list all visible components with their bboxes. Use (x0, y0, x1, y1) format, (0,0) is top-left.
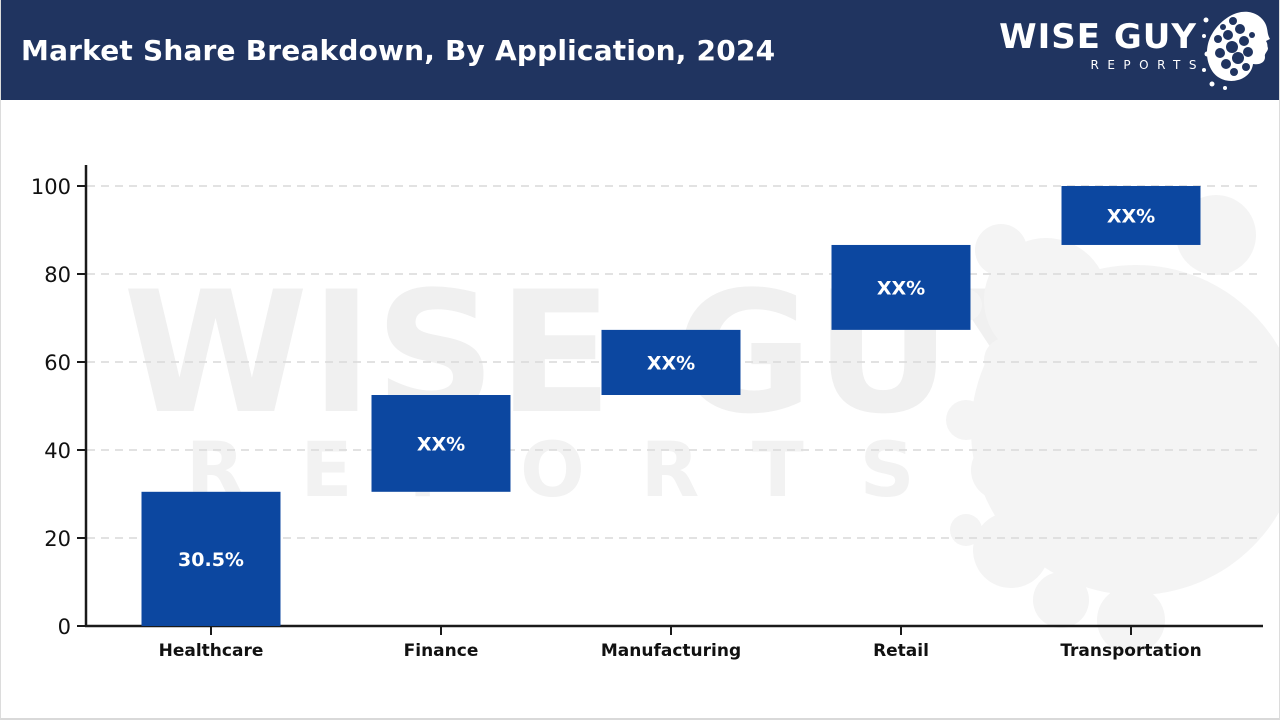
header-bar: Market Share Breakdown, By Application, … (1, 0, 1279, 100)
bar-label-healthcare: 30.5% (178, 549, 244, 571)
bar-label-finance: XX% (417, 433, 465, 455)
y-axis-label-40: 40 (44, 439, 71, 463)
bar-label-transportation: XX% (1107, 205, 1155, 227)
x-axis-label-transportation: Transportation (1060, 641, 1201, 661)
bar-manufacturing (601, 329, 741, 395)
bar-retail (831, 244, 971, 330)
bar-label-retail: XX% (877, 277, 925, 299)
y-axis-label-0: 0 (58, 615, 71, 639)
bar-finance (371, 395, 511, 492)
bar-healthcare (141, 491, 281, 626)
y-axis-label-20: 20 (44, 527, 71, 551)
brand-logo-text: WISE GUY (999, 17, 1197, 57)
y-axis-label-100: 100 (31, 175, 71, 199)
x-axis-label-manufacturing: Manufacturing (601, 641, 741, 661)
x-axis-label-finance: Finance (404, 641, 479, 661)
y-axis-label-80: 80 (44, 263, 71, 287)
x-axis-label-retail: Retail (873, 641, 929, 661)
brand-logo: WISE GUY REPORTS (999, 20, 1197, 71)
chart-title: Market Share Breakdown, By Application, … (21, 33, 776, 67)
brand-head-icon (1202, 11, 1270, 90)
bar-label-manufacturing: XX% (647, 352, 695, 374)
brand-logo-subtext: REPORTS (1090, 58, 1205, 72)
y-axis-label-60: 60 (44, 351, 71, 375)
x-axis-label-healthcare: Healthcare (159, 641, 264, 661)
